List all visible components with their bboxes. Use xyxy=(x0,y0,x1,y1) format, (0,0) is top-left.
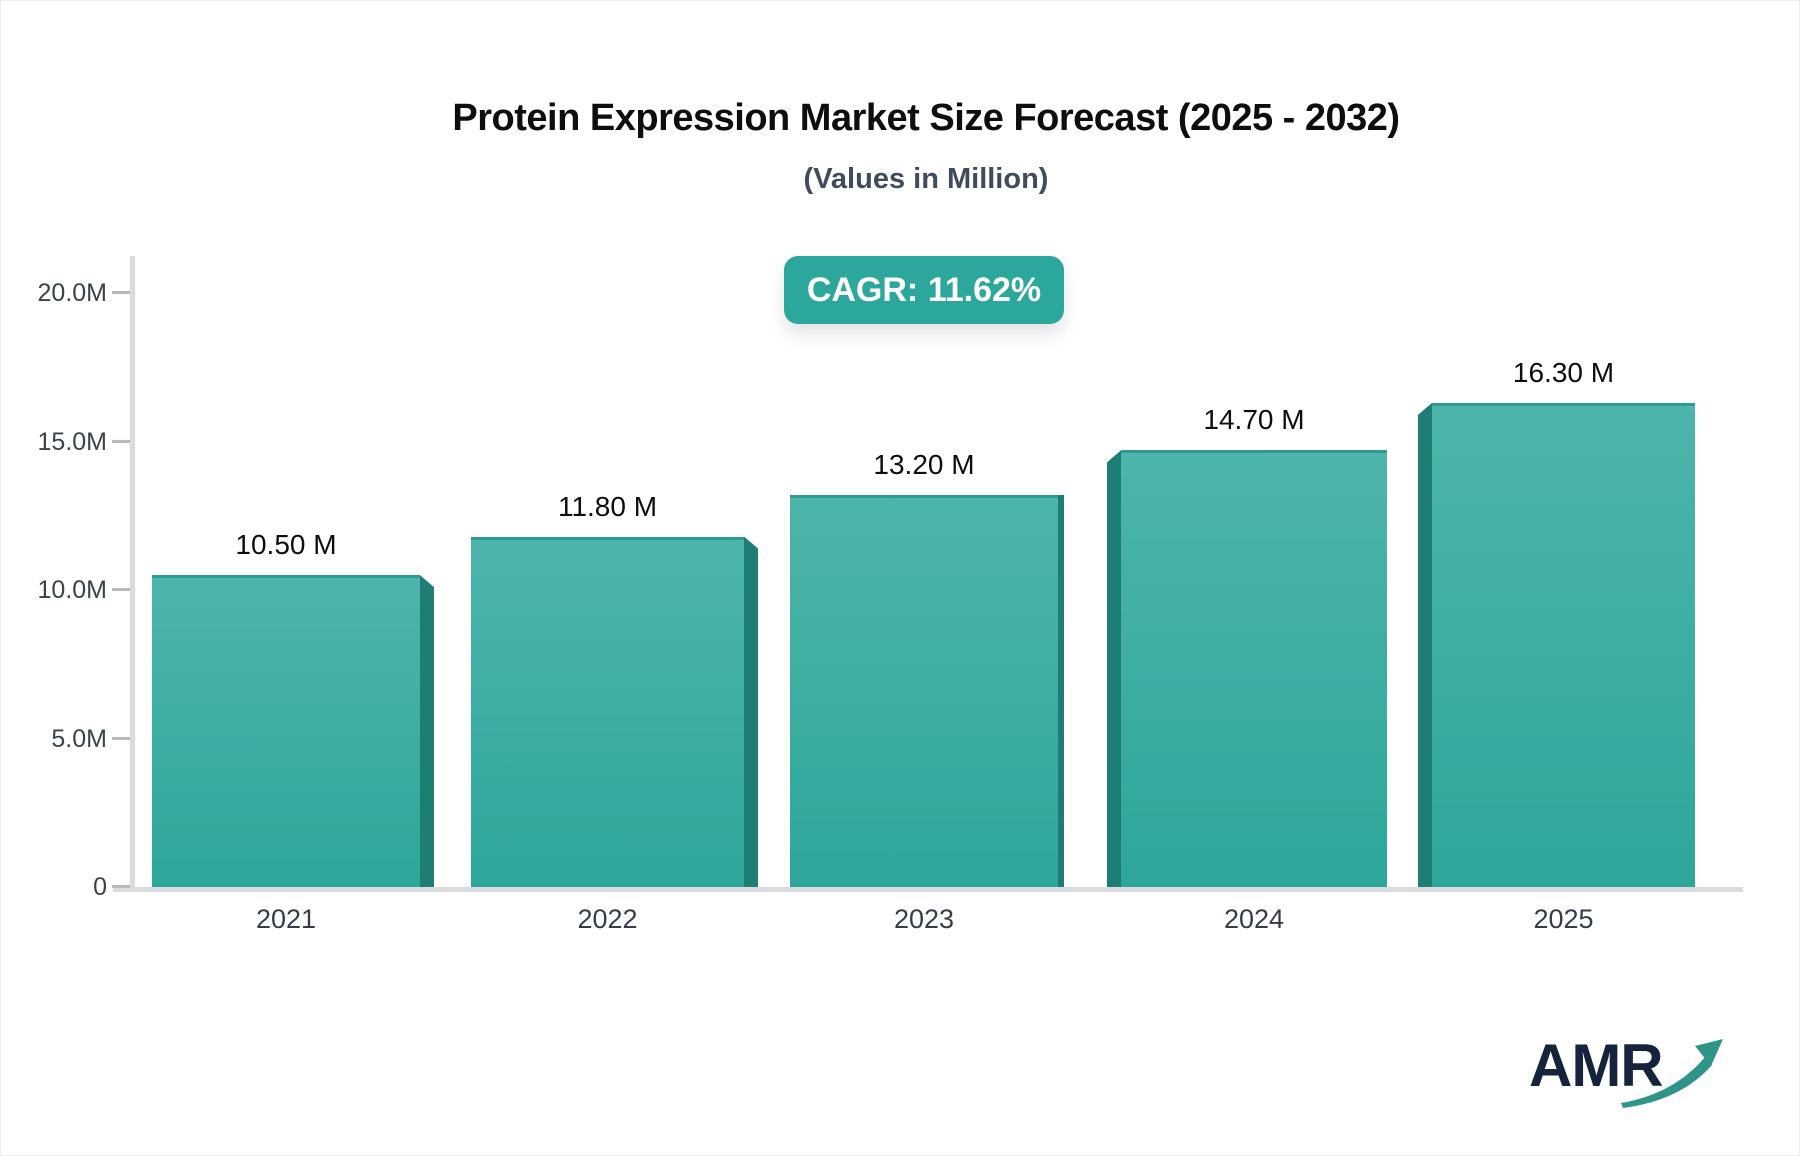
bar-2021-side xyxy=(420,575,434,887)
bar-2023[interactable] xyxy=(790,494,1058,887)
y-tick-label: 0 xyxy=(93,873,107,901)
chart-subtitle: (Values in Million) xyxy=(803,163,1049,195)
x-axis-line xyxy=(113,887,1743,892)
y-tick-label: 15.0M xyxy=(37,427,107,456)
y-tick-label: 20.0M xyxy=(37,279,107,307)
growth-arrow-icon xyxy=(1621,1039,1723,1108)
x-tick-label: 2025 xyxy=(1533,904,1594,934)
amr-logo[interactable]: AMR xyxy=(1529,1031,1729,1121)
y-tick-mark xyxy=(112,291,130,294)
bar-2024-side xyxy=(1107,450,1121,887)
chart-title: Protein Expression Market Size Forecast … xyxy=(452,97,1400,139)
y-tick-mark xyxy=(112,736,130,740)
bar-2025-side xyxy=(1418,402,1432,887)
y-tick-mark xyxy=(112,885,130,888)
cagr-badge: CAGR: 11.62% xyxy=(784,256,1064,324)
bar-value-label: 11.80 M xyxy=(557,490,658,522)
bar-value-label: 16.30 M xyxy=(1512,356,1615,388)
y-tick-mark xyxy=(112,439,130,443)
bar-2025[interactable] xyxy=(1432,402,1695,887)
y-tick-label: 10.0M xyxy=(37,576,107,604)
x-tick-label: 2024 xyxy=(1223,904,1285,934)
bar-value-label: 13.20 M xyxy=(873,448,975,480)
amr-logo-text: AMR xyxy=(1529,1032,1664,1099)
bar-value-label: 10.50 M xyxy=(235,529,337,561)
bar-value-label: 14.70 M xyxy=(1203,404,1305,436)
bar-2023-side xyxy=(1058,494,1064,887)
bar-2021[interactable] xyxy=(152,575,420,887)
bar-2024[interactable] xyxy=(1121,450,1387,887)
y-tick-mark xyxy=(112,588,130,591)
y-tick-label: 5.0M xyxy=(51,724,107,753)
bar-2022-side xyxy=(744,536,758,887)
x-tick-label: 2022 xyxy=(577,904,638,934)
cagr-badge-label: CAGR: 11.62% xyxy=(806,270,1042,309)
x-tick-label: 2023 xyxy=(893,904,955,934)
bar-2022[interactable] xyxy=(471,536,744,887)
y-axis-line xyxy=(130,256,135,891)
x-tick-label: 2021 xyxy=(255,904,317,934)
